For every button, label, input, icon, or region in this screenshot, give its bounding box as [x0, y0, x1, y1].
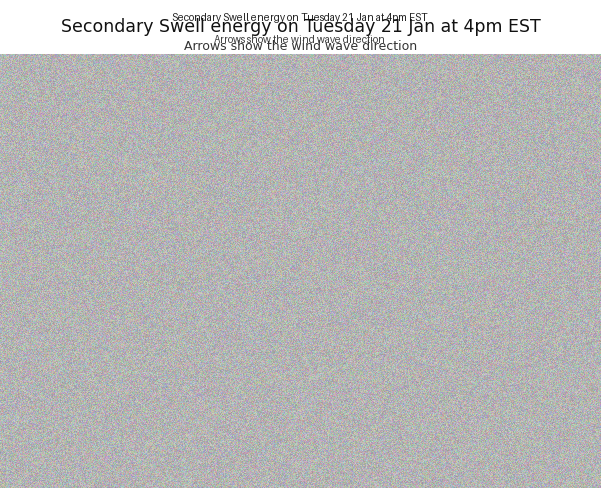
Text: Secondary Swell energy on Tuesday 21 Jan at 4pm EST: Secondary Swell energy on Tuesday 21 Jan… [61, 18, 540, 36]
Text: Arrows show the wind wave direction: Arrows show the wind wave direction [184, 40, 417, 53]
